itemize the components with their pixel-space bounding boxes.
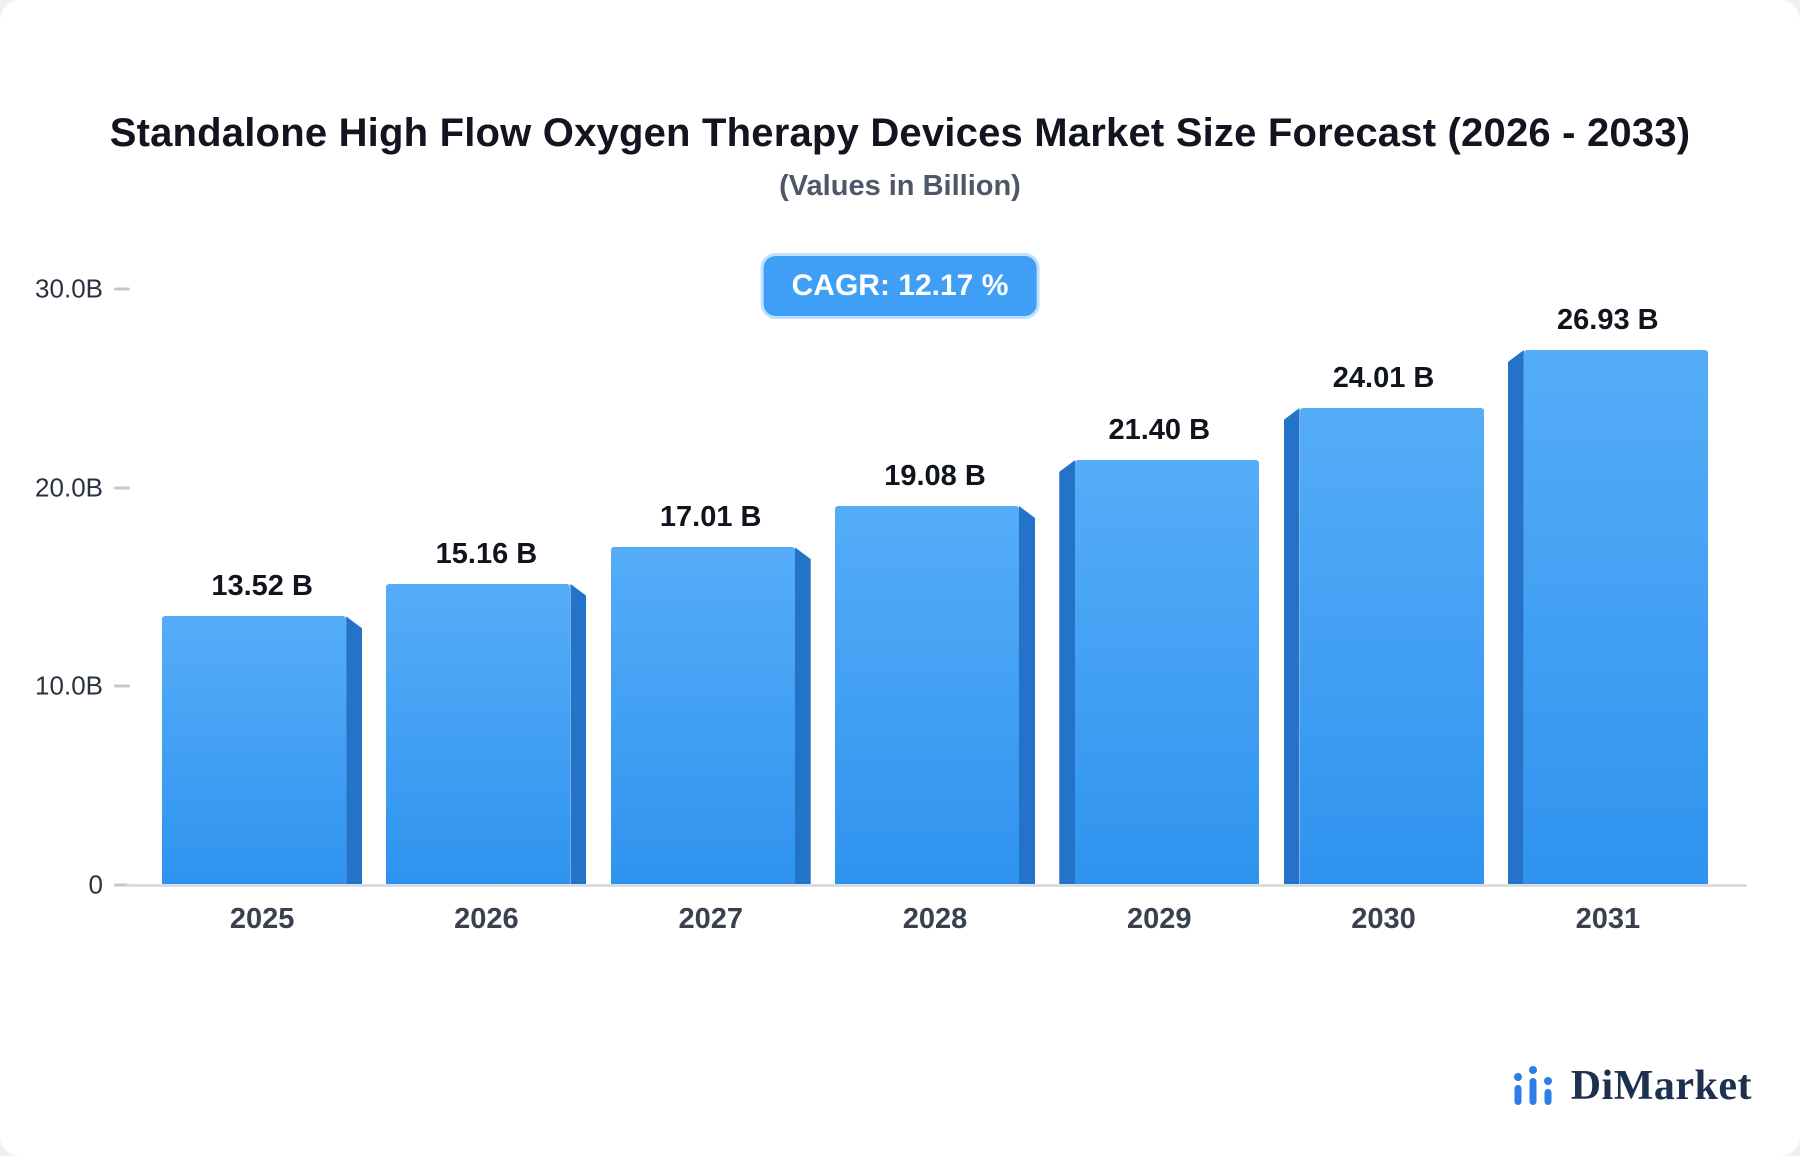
bar-2031 — [1507, 350, 1708, 885]
bar-slot: 15.16 B — [374, 289, 598, 885]
bar-face — [834, 505, 1019, 885]
x-axis-label: 2030 — [1351, 903, 1416, 935]
y-tick-mark — [114, 684, 130, 688]
x-axis-label: 2029 — [1127, 903, 1192, 935]
x-axis-line — [126, 884, 1747, 887]
bar-side — [346, 616, 363, 885]
bar-value-label: 13.52 B — [211, 570, 313, 603]
bar-face — [1299, 408, 1484, 885]
bar-2027 — [610, 547, 811, 885]
bar-value-label: 19.08 B — [884, 459, 986, 492]
bar-face — [1523, 350, 1708, 885]
bar-value-label: 24.01 B — [1332, 362, 1435, 395]
bar-side — [794, 547, 811, 885]
dimarket-logo-icon — [1513, 1066, 1552, 1105]
x-axis-label: 2026 — [454, 903, 519, 935]
y-tick-label: 20.0B — [35, 472, 103, 503]
bar-2025 — [162, 616, 363, 885]
bar-side — [1059, 459, 1076, 885]
bar-value-label: 15.16 B — [435, 537, 538, 570]
bar-2026 — [386, 583, 587, 885]
bar-side — [1507, 350, 1524, 885]
bar-value-label: 21.40 B — [1108, 413, 1211, 446]
x-axis: 2025 2026 2027 2028 2029 2030 2031 — [150, 903, 1720, 936]
bars: 13.52 B 15.16 B 17.01 B 19.08 B 21.40 B 24.01… — [150, 289, 1720, 885]
y-axis: 30.0B 20.0B 10.0B 0 — [0, 274, 150, 900]
bar-face — [1075, 459, 1260, 885]
chart-title: Standalone High Flow Oxygen Therapy Devi… — [109, 111, 1691, 155]
cagr-badge: CAGR: 12.17 % — [763, 256, 1037, 316]
y-tick-mark — [114, 883, 130, 887]
bar-2028 — [834, 505, 1035, 885]
bar-2029 — [1059, 459, 1260, 885]
bar-slot: 13.52 B — [150, 289, 374, 885]
bar-value-label: 26.93 B — [1557, 304, 1659, 336]
y-tick-label: 10.0B — [35, 670, 103, 701]
bar-slot: 19.08 B — [823, 289, 1047, 885]
dimarket-logo-text: DiMarket — [1570, 1063, 1752, 1109]
bar-slot: 17.01 B — [599, 289, 823, 885]
x-axis-label: 2025 — [229, 903, 295, 935]
bar-slot: 24.01 B — [1271, 289, 1495, 885]
y-tick-mark — [114, 287, 130, 291]
bar-side — [1018, 505, 1035, 885]
dimarket-logo: DiMarket — [1509, 1062, 1752, 1110]
bar-face — [162, 616, 347, 885]
bar-slot: 21.40 B — [1047, 289, 1271, 885]
y-tick-label: 30.0B — [35, 273, 103, 304]
bar-side — [570, 583, 587, 885]
x-axis-label: 2028 — [902, 903, 968, 935]
bar-slot: 26.93 B — [1496, 289, 1720, 885]
bar-face — [610, 547, 795, 885]
x-axis-label: 2031 — [1575, 903, 1641, 935]
x-axis-label: 2027 — [678, 903, 743, 935]
bar-side — [1283, 408, 1300, 885]
bar-2030 — [1283, 408, 1484, 885]
y-tick-mark — [114, 486, 130, 490]
bar-face — [386, 583, 571, 885]
bar-value-label: 17.01 B — [659, 501, 762, 534]
y-tick-label: 0 — [88, 869, 103, 900]
chart-subtitle: (Values in Billion) — [779, 170, 1021, 202]
